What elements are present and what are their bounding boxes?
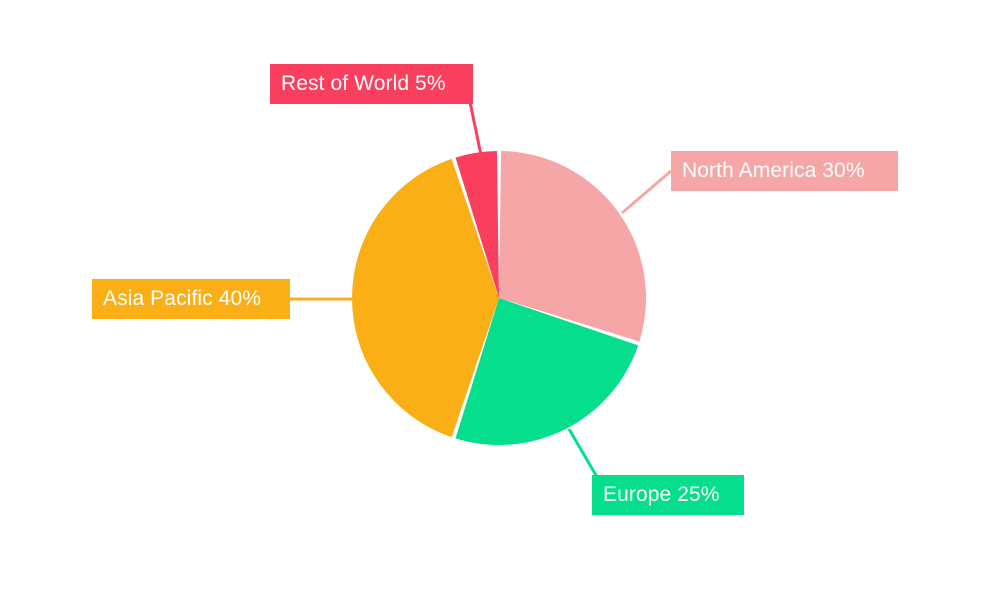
pie-label-north-america[interactable]: North America 30% <box>671 151 898 191</box>
leader-line-north-america <box>621 169 672 215</box>
pie-label-asia-pacific-text: Asia Pacific 40% <box>103 286 262 310</box>
pie-label-rest-of-world[interactable]: Rest of World 5% <box>270 64 473 104</box>
leader-line-europe <box>567 428 599 478</box>
leader-line-rest-of-world <box>468 101 483 156</box>
pie-slice-north-america[interactable] <box>499 151 647 342</box>
pie-label-north-america-text: North America 30% <box>682 158 865 182</box>
pie-label-europe-text: Europe 25% <box>603 482 720 506</box>
pie-label-rest-of-world-text: Rest of World 5% <box>281 71 446 95</box>
pie-slice-asia-pacific[interactable] <box>351 158 499 438</box>
pie-slice-europe[interactable] <box>455 298 639 446</box>
pie-label-asia-pacific[interactable]: Asia Pacific 40% <box>92 279 290 319</box>
pie-slice-rest-of-world[interactable] <box>455 151 499 298</box>
pie-slices-group <box>351 151 647 446</box>
pie-label-europe[interactable]: Europe 25% <box>592 475 744 515</box>
leader-lines-group <box>288 101 672 478</box>
